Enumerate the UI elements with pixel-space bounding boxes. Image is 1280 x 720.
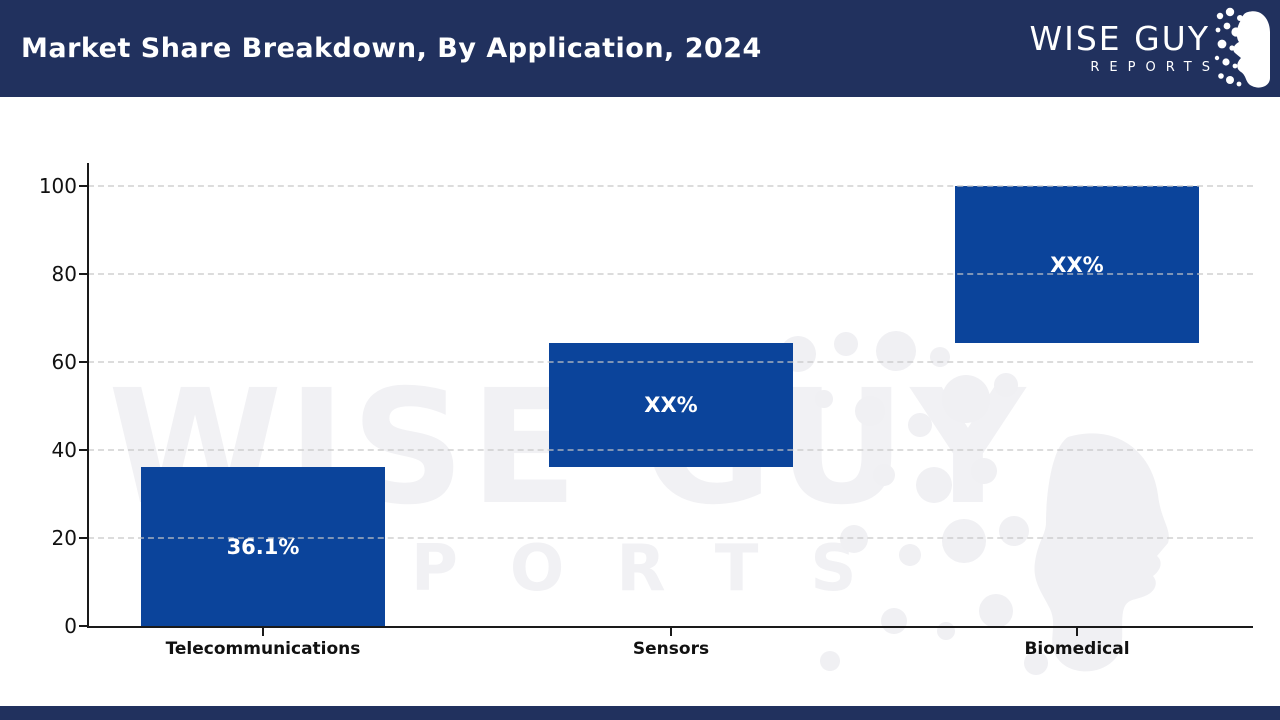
y-axis-tick-label: 0 (64, 614, 77, 638)
brand-logo: WISE GUY REPORTS (1029, 0, 1274, 97)
x-axis-category-label: Biomedical (1024, 639, 1130, 659)
brand-subtitle: REPORTS (1090, 60, 1220, 75)
brand-face-icon (1214, 7, 1270, 88)
bar-telecommunications (141, 467, 385, 626)
watermark-face-icon (780, 331, 1169, 675)
y-axis-tick-label: 40 (51, 438, 77, 462)
gridline-80 (88, 273, 1253, 275)
gridline-40 (88, 449, 1253, 451)
brand-logo-text: WISE GUY REPORTS (1029, 22, 1210, 75)
chart-area: WISE GUY REPORTS 36.1% Telecommunications… (0, 97, 1280, 706)
y-axis-tick (79, 273, 87, 275)
bar-value-label: XX% (644, 393, 698, 418)
x-axis-category-label: Telecommunications (165, 639, 361, 659)
y-axis-tick (79, 449, 87, 451)
y-axis-tick-label: 80 (51, 262, 77, 286)
gridline-100 (88, 185, 1253, 187)
y-axis-tick (79, 185, 87, 187)
header-band: Market Share Breakdown, By Application, … (0, 0, 1280, 97)
page-title: Market Share Breakdown, By Application, … (21, 33, 762, 64)
gridline-60 (88, 361, 1253, 363)
gridline-20 (88, 537, 1253, 539)
y-axis-tick (79, 625, 87, 627)
y-axis-tick-label: 60 (51, 350, 77, 374)
x-axis-tick (1076, 628, 1078, 636)
bar-value-label: XX% (1050, 252, 1104, 277)
bar-value-label: 36.1% (226, 534, 300, 559)
x-axis-line (88, 626, 1253, 628)
x-axis-tick (262, 628, 264, 636)
y-axis-line (87, 163, 89, 628)
y-axis-tick (79, 361, 87, 363)
footer-band (0, 706, 1280, 720)
bar-sensors (549, 343, 793, 468)
brand-name: WISE GUY (1029, 19, 1210, 58)
x-axis-tick (670, 628, 672, 636)
y-axis-tick (79, 537, 87, 539)
x-axis-category-label: Sensors (632, 639, 710, 659)
y-axis-tick-label: 20 (51, 526, 77, 550)
bar-biomedical (955, 186, 1199, 344)
y-axis-tick-label: 100 (38, 174, 77, 198)
